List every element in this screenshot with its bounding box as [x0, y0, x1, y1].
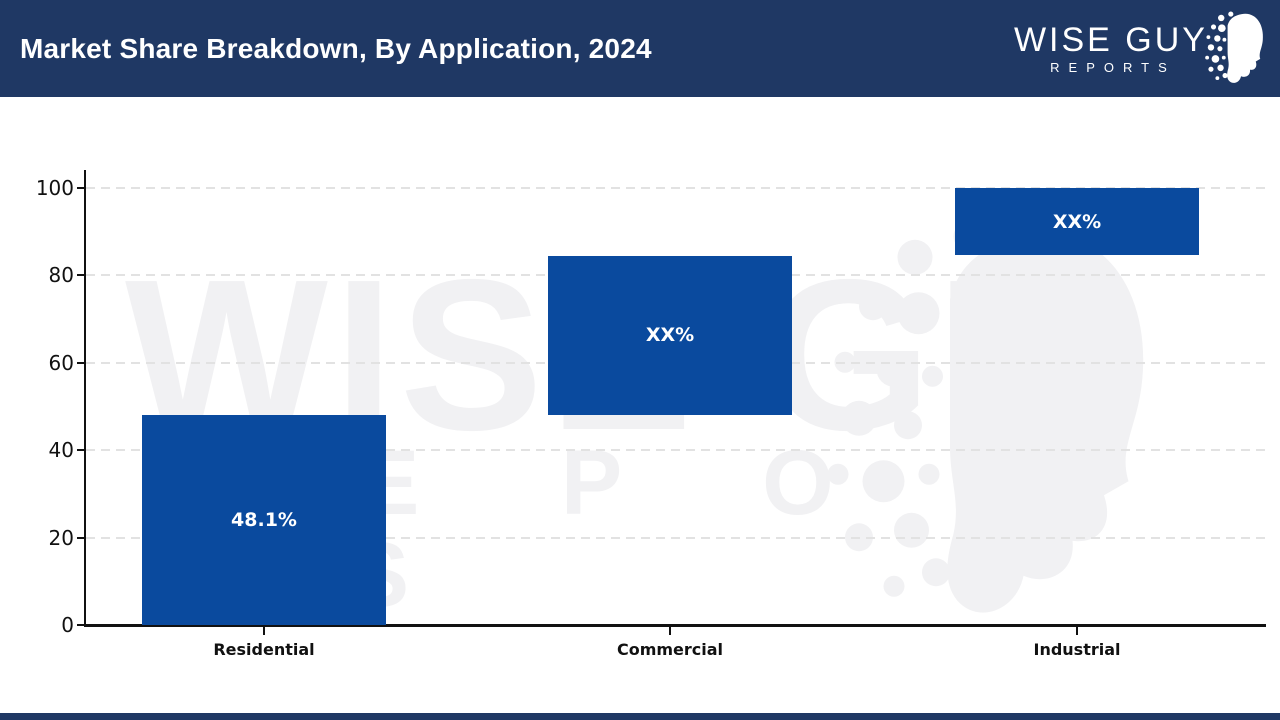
y-tick-mark-20	[77, 536, 85, 539]
logo-text: WISE GUY REPORTS	[1014, 23, 1208, 75]
bar-industrial: XX%	[955, 188, 1199, 256]
y-tick-label-60: 60	[48, 350, 74, 375]
x-category-label-industrial: Industrial	[1033, 640, 1121, 659]
x-tick-mark-commercial	[669, 627, 671, 635]
logo-wordmark: WISE GUY	[1013, 20, 1208, 59]
gridline-100	[86, 187, 1266, 189]
gridline-40	[86, 449, 1266, 452]
bar-value-label-industrial: XX%	[1052, 210, 1102, 233]
header-bar: Market Share Breakdown, By Application, …	[0, 0, 1280, 97]
dotted-face-profile-icon	[1205, 11, 1263, 83]
y-tick-label-100: 100	[35, 176, 74, 200]
y-tick-label-0: 0	[61, 613, 74, 637]
wise-guy-reports-logo: WISE GUY REPORTS	[1014, 9, 1280, 89]
logo-subtitle: REPORTS	[1050, 59, 1176, 75]
bar-value-label-residential: 48.1%	[231, 508, 297, 531]
y-tick-mark-0	[77, 624, 85, 626]
x-tick-mark-industrial	[1076, 627, 1078, 635]
bar-commercial: XX%	[548, 256, 792, 415]
y-tick-mark-60	[77, 361, 85, 364]
footer-bar	[0, 713, 1280, 720]
y-tick-label-20: 20	[48, 525, 74, 550]
x-axis-line	[84, 624, 1266, 627]
y-tick-label-40: 40	[48, 438, 74, 463]
gridline-20	[86, 536, 1266, 539]
x-category-label-residential: Residential	[213, 640, 315, 659]
page-title: Market Share Breakdown, By Application, …	[20, 32, 652, 64]
bar-value-label-commercial: XX%	[645, 324, 695, 347]
y-tick-mark-40	[77, 449, 85, 452]
x-category-label-commercial: Commercial	[616, 640, 724, 659]
y-tick-mark-100	[77, 187, 85, 189]
y-tick-label-80: 80	[48, 263, 74, 288]
y-tick-mark-80	[77, 274, 85, 277]
y-axis-line	[84, 170, 86, 626]
x-tick-mark-residential	[263, 627, 265, 635]
bar-residential: 48.1%	[142, 414, 386, 625]
